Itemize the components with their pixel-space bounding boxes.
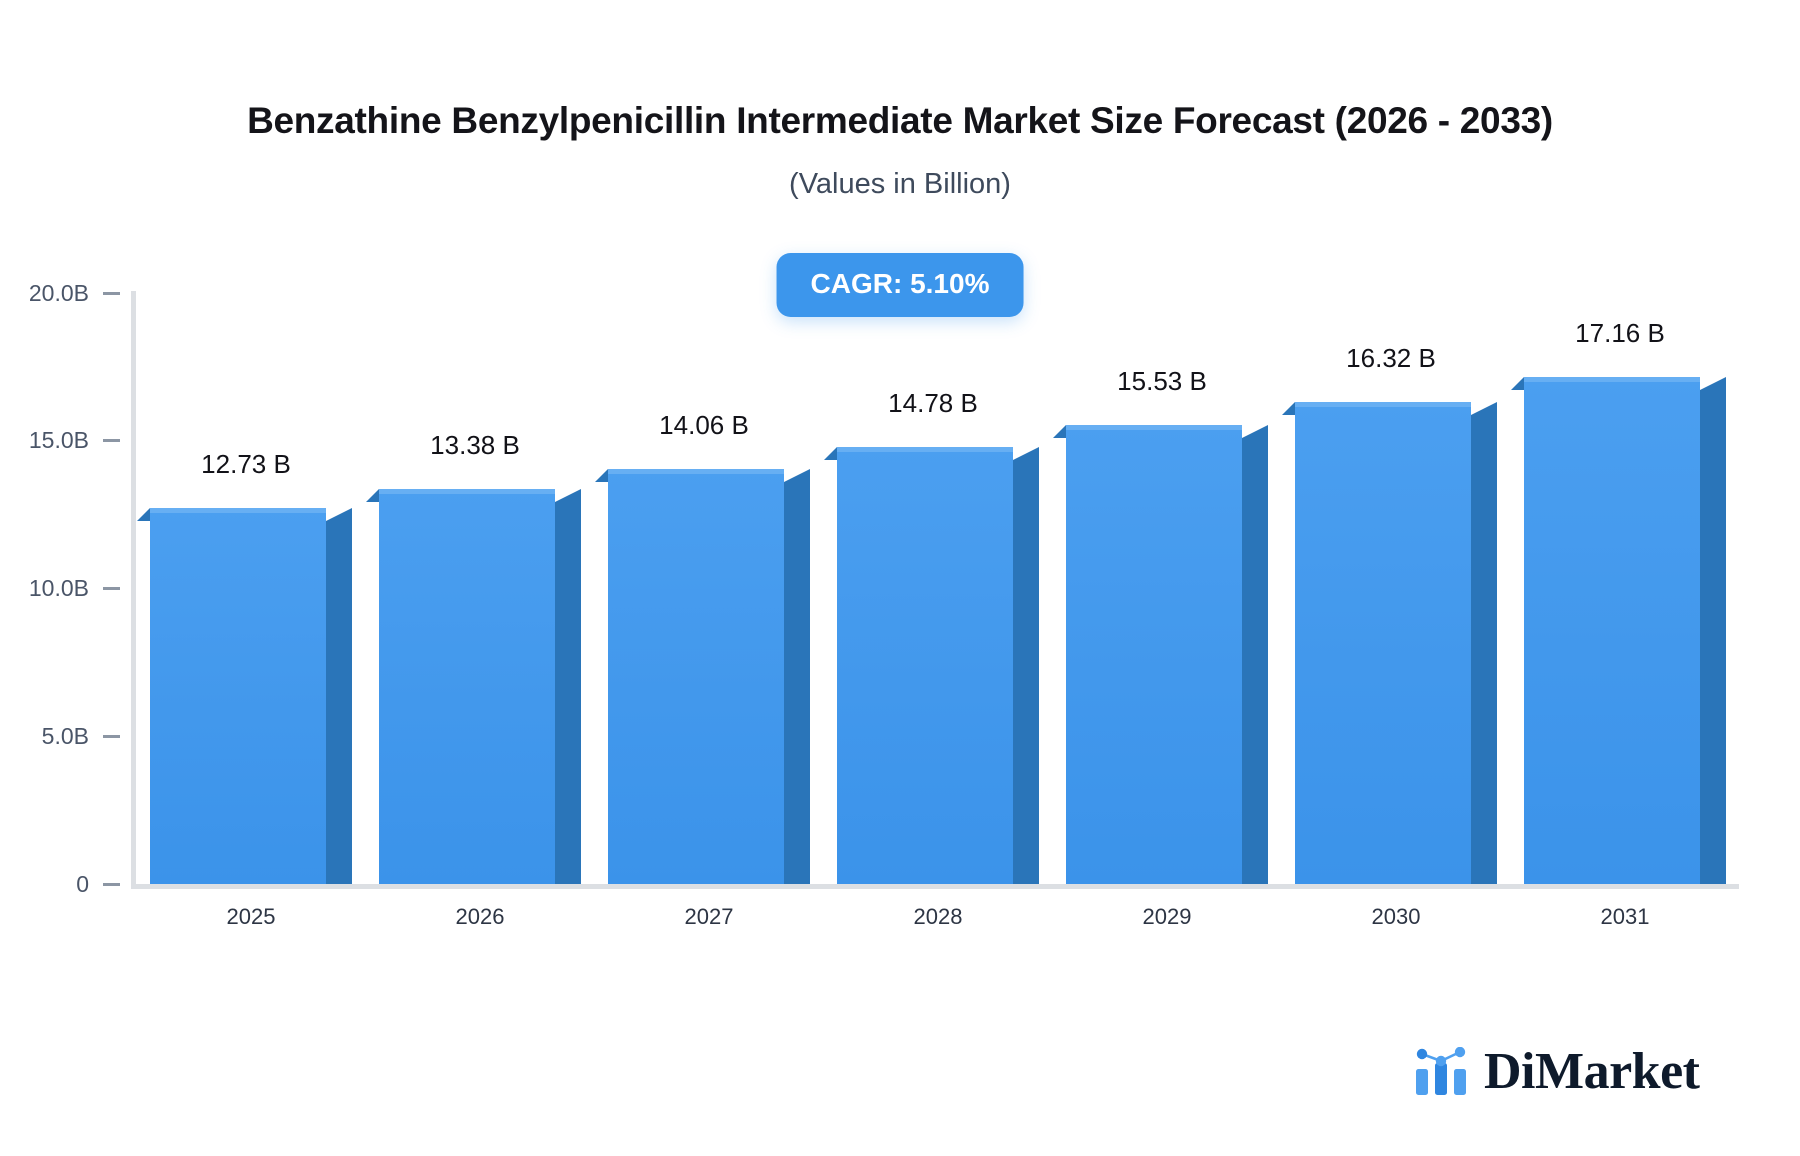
bar: [1053, 412, 1268, 884]
x-axis-tick-label: 2031: [1600, 904, 1650, 929]
bar-top-bevel: [150, 508, 326, 513]
logo-text: DiMarket: [1484, 1043, 1700, 1100]
bar-side-face: [326, 508, 352, 884]
bar-top-bevel: [1066, 425, 1242, 430]
bar-side-face: [1242, 425, 1268, 884]
y-axis-tick-label: 10.0B: [28, 575, 89, 601]
bar-value-label: 17.16 B: [1575, 318, 1665, 348]
bar: [366, 476, 581, 884]
bar-front-face: [150, 508, 326, 884]
bar: [1282, 389, 1497, 884]
bar-side-face: [1700, 377, 1726, 884]
bar-side-face: [784, 469, 810, 884]
bar-left-bevel: [1511, 377, 1524, 390]
x-axis-tick-label: 2027: [684, 904, 734, 929]
bar: [824, 434, 1039, 884]
bar-left-bevel: [137, 508, 150, 521]
bar-top-bevel: [837, 447, 1013, 452]
bar-front-face: [1066, 425, 1242, 884]
x-axis-tick-label: 2030: [1371, 904, 1421, 929]
bar-value-label: 12.73 B: [201, 449, 291, 479]
bar-side-face: [1471, 402, 1497, 884]
x-axis-line: [131, 884, 1739, 889]
bar-value-label: 13.38 B: [430, 430, 520, 460]
bar-chart-logo-icon: [1416, 1047, 1466, 1095]
bar: [1511, 364, 1726, 884]
y-axis-tick-label: 15.0B: [28, 427, 89, 454]
bar-front-face: [1524, 377, 1700, 884]
bar-front-face: [1295, 402, 1471, 884]
y-axis-tick-mark: [103, 439, 120, 443]
bar-top-bevel: [379, 489, 555, 494]
x-axis-tick-label: 2026: [455, 904, 505, 929]
bar-front-face: [379, 489, 555, 884]
bar: [595, 456, 810, 884]
bar-top-bevel: [1524, 377, 1700, 382]
y-axis-tick-label: 5.0B: [41, 722, 89, 749]
bar-value-label: 14.06 B: [659, 410, 749, 440]
y-axis-line: [131, 291, 136, 886]
bar-side-face: [1013, 447, 1039, 884]
page-title: Benzathine Benzylpenicillin Intermediate…: [247, 100, 1553, 141]
bar-value-label: 16.32 B: [1346, 343, 1436, 373]
y-axis-tick-label: 20.0B: [28, 279, 89, 306]
cagr-badge: CAGR: 5.10%: [776, 253, 1024, 317]
y-axis-tick-label: 0: [76, 870, 89, 897]
bar-value-label: 15.53 B: [1117, 366, 1207, 396]
bar-front-face: [837, 447, 1013, 884]
chart-subtitle: (Values in Billion): [789, 168, 1011, 200]
x-axis-tick-label: 2028: [913, 904, 963, 929]
bar-left-bevel: [1282, 402, 1295, 415]
bar-left-bevel: [595, 469, 608, 482]
bar-side-face: [555, 489, 581, 884]
bar-left-bevel: [1053, 425, 1066, 438]
bar-front-face: [608, 469, 784, 884]
x-axis-tick-label: 2029: [1142, 904, 1192, 929]
bar-left-bevel: [824, 447, 837, 460]
bar-top-bevel: [608, 469, 784, 474]
bar-top-bevel: [1295, 402, 1471, 407]
bar-left-bevel: [366, 489, 379, 502]
x-axis-tick-label: 2025: [226, 904, 276, 929]
dimarket-logo: DiMarket: [1414, 1043, 1700, 1100]
y-axis-tick-mark: [103, 587, 120, 590]
y-axis-tick-mark: [103, 734, 120, 738]
y-axis-tick-mark: [103, 291, 120, 295]
y-axis-tick-mark: [103, 882, 120, 886]
bar-value-label: 14.78 B: [888, 388, 978, 418]
bar: [137, 495, 352, 884]
